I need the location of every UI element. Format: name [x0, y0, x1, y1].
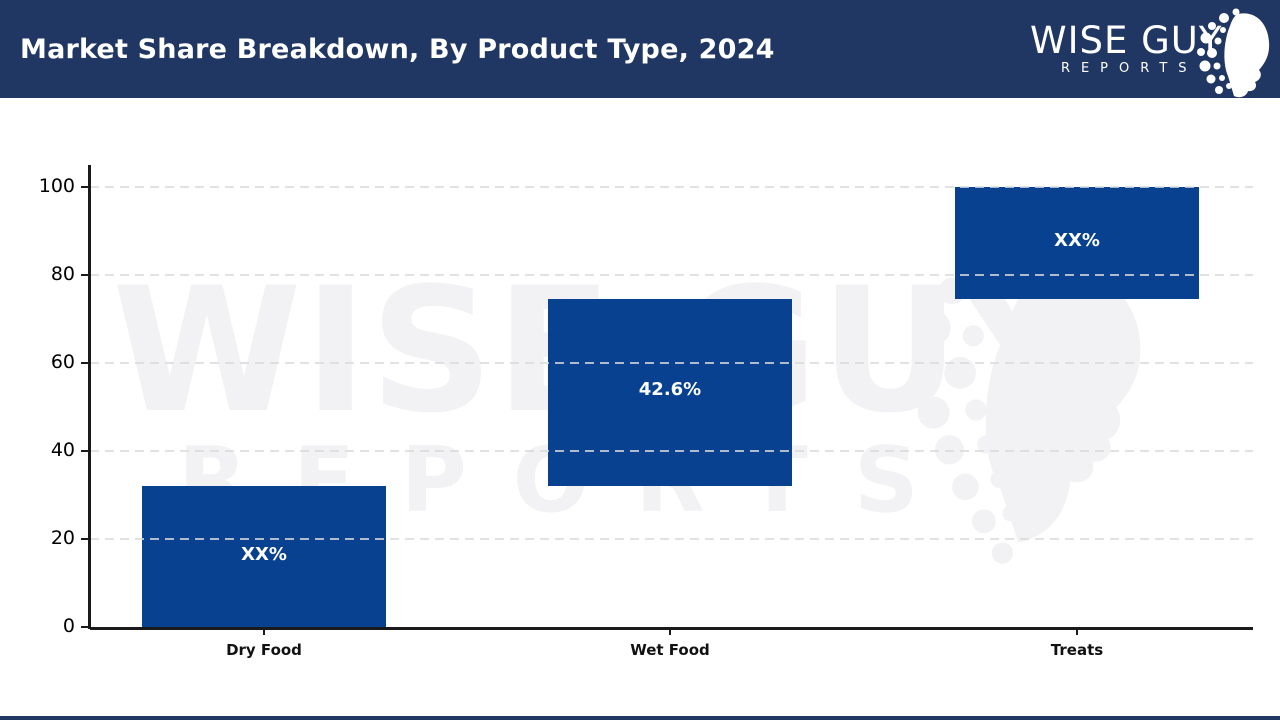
footer-strip: [0, 716, 1280, 720]
y-tick-label: 40: [50, 439, 75, 461]
bar-value-label: XX%: [241, 543, 287, 565]
y-axis-line: [88, 165, 91, 629]
header-band: Market Share Breakdown, By Product Type,…: [0, 0, 1280, 98]
bar: [142, 486, 386, 627]
logo-text: WISE GUY REPORTS: [1030, 22, 1222, 76]
logo-wordmark: WISE GUY: [1030, 19, 1223, 62]
gridline: [90, 186, 1253, 188]
y-tick-mark: [81, 626, 88, 628]
gridline: [90, 362, 1253, 364]
x-axis-line: [90, 627, 1253, 630]
y-tick-label: 80: [50, 263, 75, 285]
gridline: [90, 538, 1253, 540]
y-tick-label: 60: [50, 351, 75, 373]
y-tick-mark: [81, 274, 88, 276]
x-tick-mark: [1076, 629, 1078, 635]
bar-value-label: 42.6%: [638, 379, 702, 401]
page-title: Market Share Breakdown, By Product Type,…: [20, 33, 775, 65]
x-tick-label: Treats: [1050, 641, 1104, 659]
x-tick-label: Dry Food: [226, 641, 302, 659]
gridline: [90, 450, 1253, 452]
y-tick-label: 0: [62, 615, 75, 637]
y-tick-label: 20: [50, 527, 75, 549]
x-tick-mark: [669, 629, 671, 635]
wise-guy-logo: WISE GUY REPORTS: [1002, 6, 1272, 98]
gridline: [90, 274, 1253, 276]
x-tick-mark: [263, 629, 265, 635]
y-tick-mark: [81, 186, 88, 188]
logo-face-icon: [1197, 8, 1270, 98]
y-tick-mark: [81, 538, 88, 540]
y-tick-mark: [81, 362, 88, 364]
logo-subtitle: REPORTS: [1060, 61, 1198, 76]
bar: [548, 298, 792, 487]
plot-area: 0 20 40 60 80 100 XX% Dry Food 42.6% Wet Food XX% T…: [0, 98, 1280, 716]
y-tick-label: 100: [38, 175, 75, 197]
y-tick-mark: [81, 450, 88, 452]
bar-value-label: XX%: [1054, 229, 1100, 251]
x-tick-label: Wet Food: [630, 641, 710, 659]
